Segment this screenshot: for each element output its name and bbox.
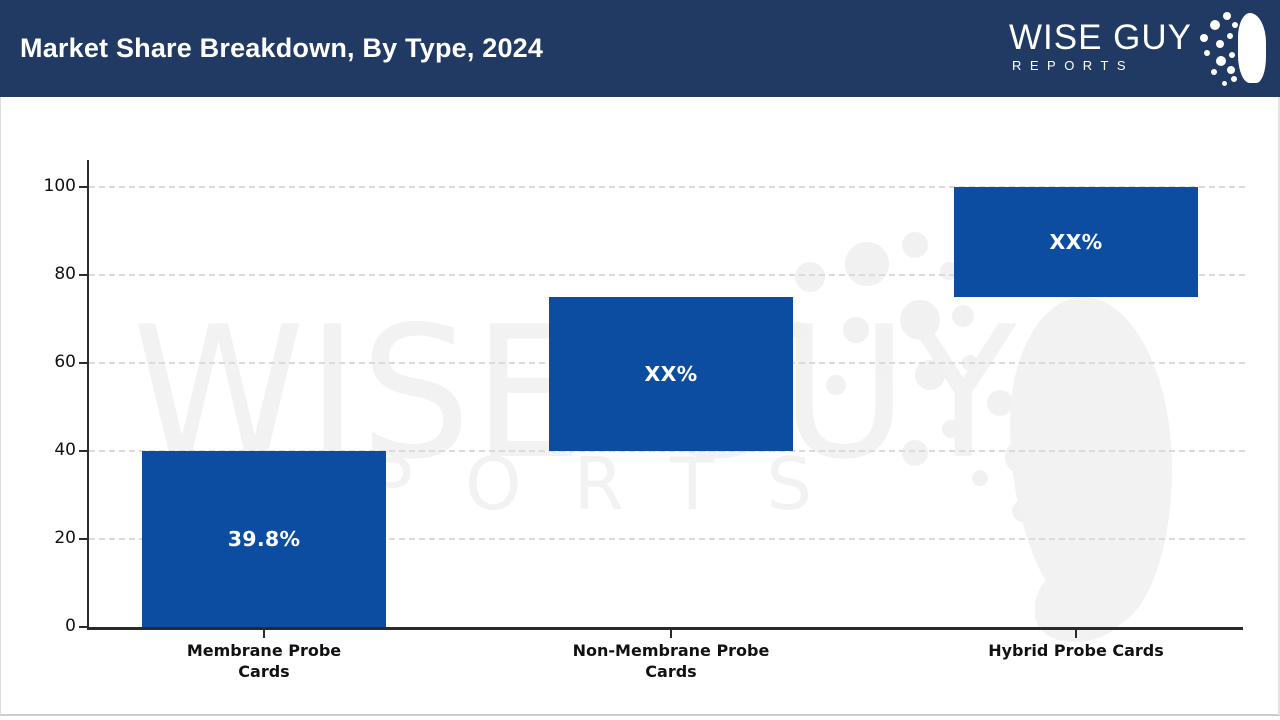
watermark-dot — [952, 305, 974, 327]
brand-logo: WISE GUY REPORTS — [1008, 18, 1192, 73]
x-axis-line — [87, 627, 1243, 630]
bar-non-membrane-probe-cards: XX% — [549, 297, 793, 451]
logo-dot — [1216, 56, 1226, 66]
logo-dot — [1204, 50, 1210, 56]
bar-value-label: XX% — [644, 362, 698, 386]
logo-dot — [1216, 40, 1224, 48]
head-profile-logo-icon — [1196, 8, 1268, 90]
logo-dot — [1223, 12, 1231, 20]
x-category-label-non-membrane-probe-cards: Non-Membrane Probe Cards — [572, 641, 770, 681]
logo-dot — [1222, 81, 1227, 86]
y-tick-mark — [79, 450, 87, 452]
y-tick-label: 60 — [54, 352, 76, 372]
watermark-dot — [790, 322, 806, 338]
y-tick-label: 20 — [54, 528, 76, 548]
y-axis-line — [87, 160, 89, 630]
logo-dot — [1227, 33, 1233, 39]
x-tick-mark — [670, 630, 672, 638]
bar-value-label: 39.8% — [227, 527, 301, 551]
gridline-80 — [89, 274, 1245, 276]
watermark-dot — [987, 390, 1013, 416]
watermark-dot — [843, 317, 869, 343]
watermark-dot — [942, 420, 960, 438]
x-category-label-hybrid-probe-cards: Hybrid Probe Cards — [988, 641, 1164, 660]
watermark-dot — [878, 365, 892, 379]
y-tick-label: 100 — [43, 176, 76, 196]
y-tick-label: 40 — [54, 440, 76, 460]
logo-dot — [1211, 69, 1217, 75]
y-tick-label: 0 — [65, 616, 76, 636]
watermark-dot — [972, 470, 988, 486]
logo-dot — [1231, 76, 1237, 82]
bar-hybrid-probe-cards: XX% — [954, 187, 1198, 297]
y-tick-mark — [79, 538, 87, 540]
header-bar: Market Share Breakdown, By Type, 2024 WI… — [0, 0, 1280, 97]
gridline-40 — [89, 450, 1245, 452]
y-tick-mark — [79, 626, 87, 628]
logo-dot — [1200, 34, 1208, 42]
x-tick-mark — [263, 630, 265, 638]
y-tick-mark — [79, 186, 87, 188]
y-tick-mark — [79, 362, 87, 364]
x-tick-mark — [1075, 630, 1077, 638]
logo-dot — [1229, 52, 1235, 58]
gridline-100 — [89, 186, 1245, 188]
logo-dot — [1232, 22, 1238, 28]
watermark-dot — [795, 262, 825, 292]
watermark-dot — [902, 232, 928, 258]
bottom-border-line — [0, 714, 1280, 716]
bar-membrane-probe-cards: 39.8% — [142, 451, 386, 627]
gridline-20 — [89, 538, 1245, 540]
y-tick-label: 80 — [54, 264, 76, 284]
brand-logo-primary: WISE GUY — [1008, 18, 1192, 57]
y-tick-mark — [79, 274, 87, 276]
bar-value-label: XX% — [1049, 230, 1103, 254]
watermark-dot — [915, 360, 945, 390]
logo-dot — [1210, 20, 1220, 30]
right-border-line — [1278, 97, 1280, 715]
logo-dot — [1227, 66, 1235, 74]
logo-face-blob — [1238, 13, 1266, 83]
x-category-label-membrane-probe-cards: Membrane Probe Cards — [186, 641, 342, 681]
watermark-dot — [845, 242, 889, 286]
brand-logo-secondary: REPORTS — [1011, 57, 1135, 73]
chart-title: Market Share Breakdown, By Type, 2024 — [20, 33, 544, 63]
left-border-line — [0, 97, 1, 715]
watermark-dot — [826, 375, 846, 395]
watermark-dot — [900, 300, 940, 340]
watermark-dot — [902, 440, 928, 466]
